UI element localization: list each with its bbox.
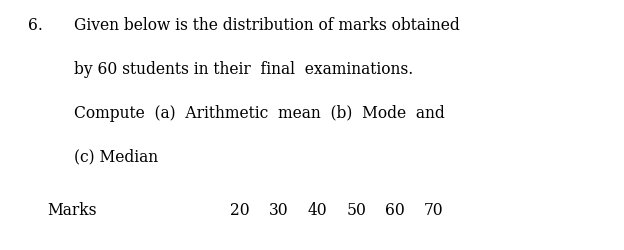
- Text: Compute  (a)  Arithmetic  mean  (b)  Mode  and: Compute (a) Arithmetic mean (b) Mode and: [74, 105, 444, 122]
- Text: 70: 70: [424, 202, 444, 220]
- Text: 20: 20: [230, 202, 250, 220]
- Text: Marks: Marks: [47, 202, 96, 220]
- Text: 60: 60: [385, 202, 405, 220]
- Text: 30: 30: [269, 202, 289, 220]
- Text: 50: 50: [346, 202, 366, 220]
- Text: Given below is the distribution of marks obtained: Given below is the distribution of marks…: [74, 18, 459, 34]
- Text: 40: 40: [308, 202, 328, 220]
- Text: 6.: 6.: [28, 18, 43, 34]
- Text: by 60 students in their  final  examinations.: by 60 students in their final examinatio…: [74, 61, 413, 78]
- Text: (c) Median: (c) Median: [74, 149, 158, 166]
